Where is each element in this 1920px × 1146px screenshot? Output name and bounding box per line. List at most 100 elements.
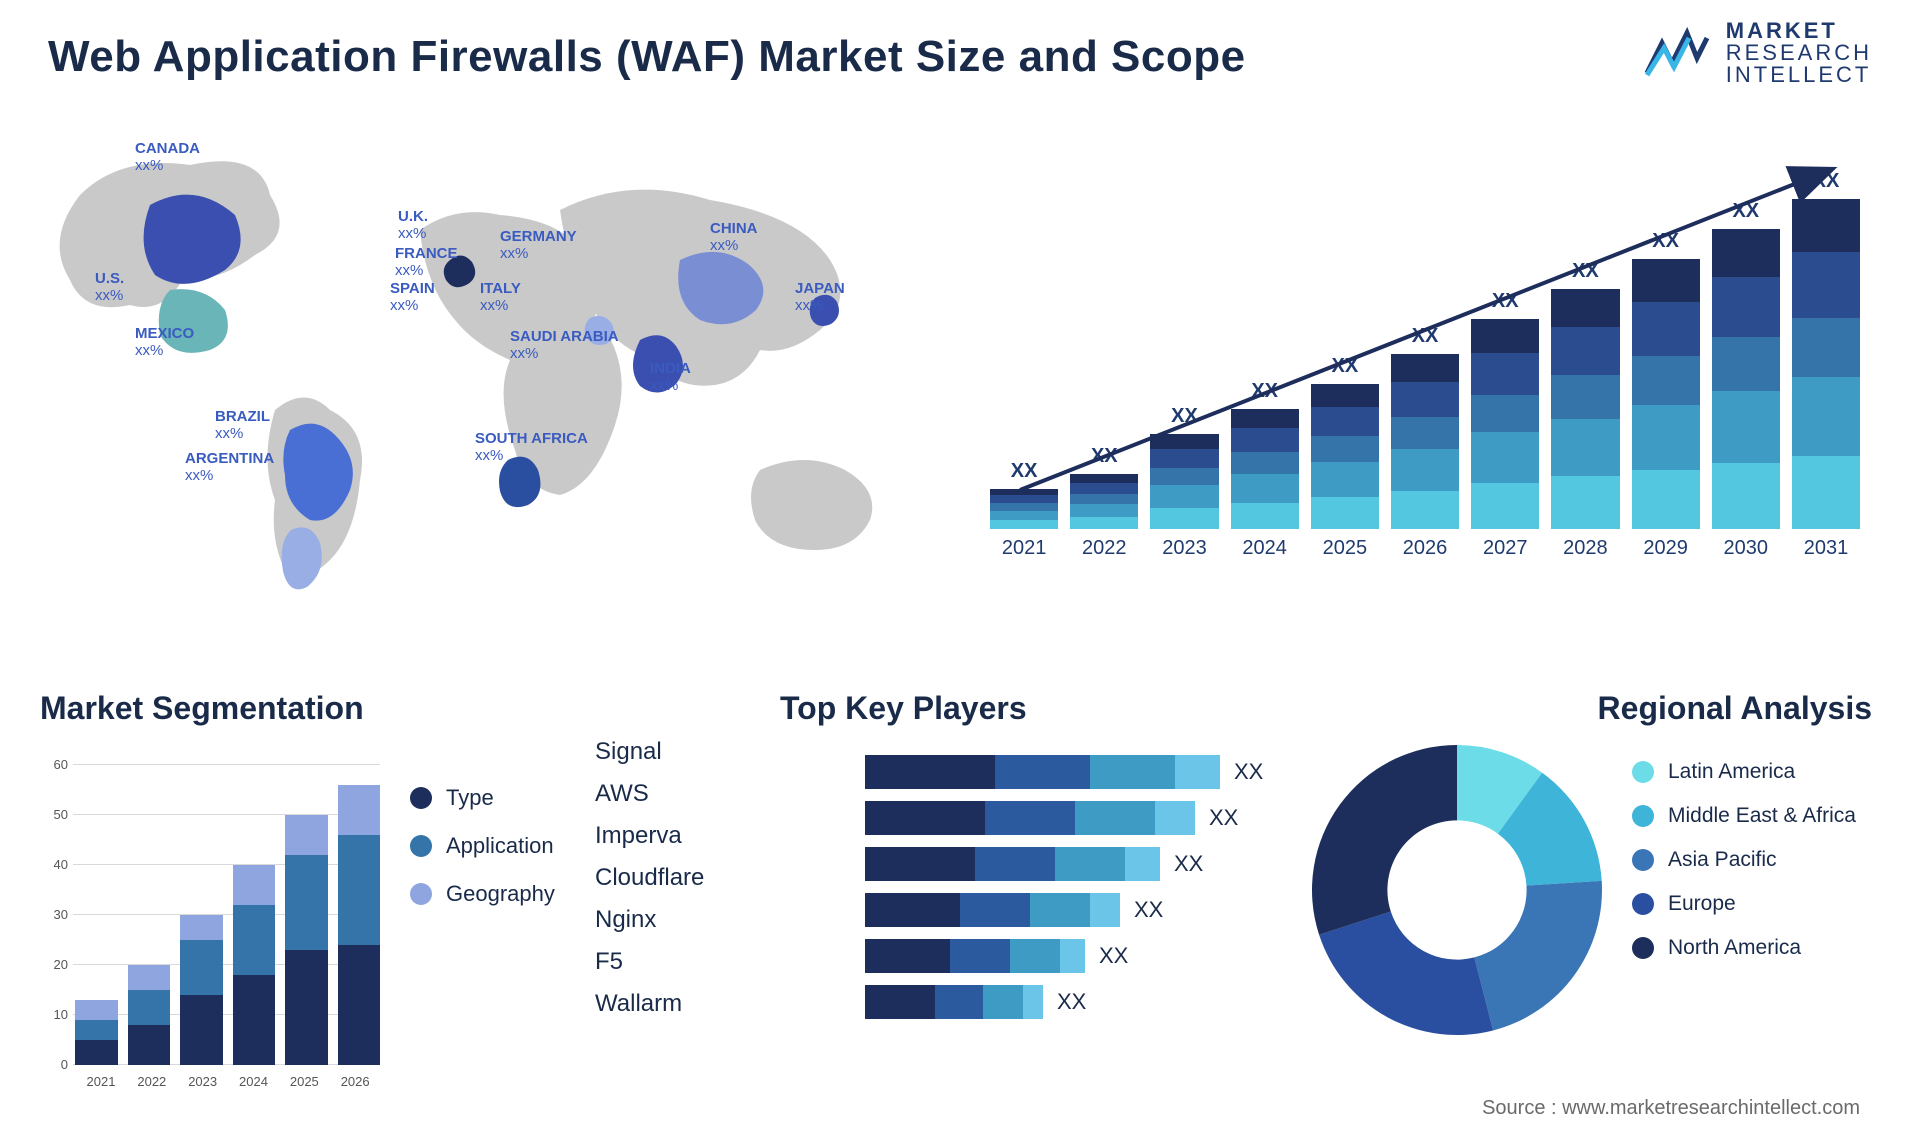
- seg-ytick: 50: [40, 807, 68, 822]
- player-name: Cloudflare: [595, 864, 760, 892]
- map-label: SPAINxx%: [390, 280, 435, 315]
- growth-year-label: 2023: [1162, 537, 1207, 560]
- growth-year-label: 2030: [1724, 537, 1769, 560]
- map-label: ARGENTINAxx%: [185, 450, 274, 485]
- growth-bar: XX 2021: [990, 460, 1058, 560]
- growth-year-label: 2026: [1403, 537, 1448, 560]
- map-label: SAUDI ARABIAxx%: [510, 328, 619, 363]
- map-label: GERMANYxx%: [500, 228, 577, 263]
- growth-bar-value: XX: [1171, 405, 1198, 428]
- seg-legend-item: Geography: [410, 881, 555, 907]
- growth-year-label: 2028: [1563, 537, 1608, 560]
- player-name: Nginx: [595, 906, 760, 934]
- player-name: Signal: [595, 738, 760, 766]
- map-label: SOUTH AFRICAxx%: [475, 430, 588, 465]
- player-bar-value: XX: [1057, 989, 1086, 1015]
- map-label: U.K.xx%: [398, 208, 428, 243]
- player-bar-value: XX: [1099, 943, 1128, 969]
- growth-bar-value: XX: [1813, 170, 1840, 193]
- regional-legend: Latin America Middle East & Africa Asia Pa…: [1632, 760, 1856, 960]
- growth-bar: XX 2024: [1231, 380, 1299, 560]
- map-label: CHINAxx%: [710, 220, 758, 255]
- regional-legend-item: Asia Pacific: [1632, 848, 1856, 872]
- growth-year-label: 2031: [1804, 537, 1849, 560]
- regional-legend-item: Middle East & Africa: [1632, 804, 1856, 828]
- growth-bar-value: XX: [1492, 290, 1519, 313]
- growth-year-label: 2025: [1323, 537, 1368, 560]
- growth-bar: XX2022: [1070, 445, 1138, 560]
- map-label: BRAZILxx%: [215, 408, 270, 443]
- player-bar-row: XX: [865, 893, 1350, 927]
- player-bar-row: XX: [865, 847, 1350, 881]
- seg-bar: [180, 915, 223, 1065]
- map-label: CANADAxx%: [135, 140, 200, 175]
- growth-year-label: 2021: [1002, 537, 1047, 560]
- seg-year-label: 2025: [280, 1074, 328, 1089]
- page-title: Web Application Firewalls (WAF) Market S…: [48, 32, 1246, 82]
- seg-bar: [233, 865, 276, 1065]
- seg-year-label: 2026: [331, 1074, 379, 1089]
- segmentation-section: Market Segmentation 01020304050602021202…: [40, 690, 680, 727]
- growth-bar-value: XX: [1251, 380, 1278, 403]
- growth-bar: XX2026: [1391, 325, 1459, 560]
- seg-year-label: 2024: [230, 1074, 278, 1089]
- world-map-svg: [40, 130, 940, 650]
- players-section: Top Key Players XXXXXXXXXXXX: [780, 690, 1350, 727]
- seg-ytick: 30: [40, 907, 68, 922]
- seg-ytick: 40: [40, 857, 68, 872]
- logo-swoosh-icon: [1642, 23, 1712, 83]
- source-attribution: Source : www.marketresearchintellect.com: [1482, 1097, 1860, 1120]
- player-bar-value: XX: [1209, 805, 1238, 831]
- growth-bar: XX 2023: [1150, 405, 1218, 560]
- logo-line1: MARKET: [1726, 20, 1872, 42]
- players-name-list: SignalAWSImpervaCloudflareNginxF5Wallarm: [595, 738, 760, 1018]
- growth-year-label: 2029: [1643, 537, 1688, 560]
- growth-year-label: 2027: [1483, 537, 1528, 560]
- segmentation-chart: 0102030405060202120222023202420252026: [40, 750, 380, 1095]
- seg-year-label: 2023: [179, 1074, 227, 1089]
- player-name: Imperva: [595, 822, 760, 850]
- map-label: FRANCExx%: [395, 245, 458, 280]
- map-label: MEXICOxx%: [135, 325, 194, 360]
- growth-bar-value: XX: [1652, 230, 1679, 253]
- players-title: Top Key Players: [780, 690, 1350, 727]
- growth-bar: XX 2027: [1471, 290, 1539, 560]
- growth-bar: XX2025: [1311, 355, 1379, 560]
- map-label: ITALYxx%: [480, 280, 521, 315]
- seg-ytick: 10: [40, 1007, 68, 1022]
- growth-bar-value: XX: [1091, 445, 1118, 468]
- regional-title: Regional Analysis: [1312, 690, 1872, 727]
- player-bar-row: XX: [865, 801, 1350, 835]
- regional-legend-item: North America: [1632, 936, 1856, 960]
- player-bar-row: XX: [865, 985, 1350, 1019]
- player-name: AWS: [595, 780, 760, 808]
- seg-bar: [338, 785, 381, 1065]
- regional-section: Regional Analysis Latin AmericaMiddle Ea…: [1312, 690, 1872, 727]
- growth-bar-value: XX: [1732, 200, 1759, 223]
- regional-legend-item: Latin America: [1632, 760, 1856, 784]
- seg-legend-item: Type: [410, 785, 555, 811]
- seg-year-label: 2021: [77, 1074, 125, 1089]
- player-name: F5: [595, 948, 760, 976]
- growth-bar-value: XX: [1572, 260, 1599, 283]
- growth-bar-chart: XX2021XX2022XX2023XX2024XX2025XX2026XX20…: [990, 150, 1860, 600]
- regional-donut-chart: [1312, 745, 1602, 1035]
- logo-line2: RESEARCH: [1726, 42, 1872, 64]
- logo-line3: INTELLECT: [1726, 64, 1872, 86]
- seg-year-label: 2022: [128, 1074, 176, 1089]
- growth-bar-value: XX: [1011, 460, 1038, 483]
- growth-bar: XX 2030: [1712, 200, 1780, 560]
- seg-bar: [75, 1000, 118, 1065]
- map-label: INDIAxx%: [650, 360, 691, 395]
- map-label: JAPANxx%: [795, 280, 845, 315]
- seg-ytick: 20: [40, 957, 68, 972]
- growth-year-label: 2024: [1242, 537, 1287, 560]
- seg-ytick: 60: [40, 757, 68, 772]
- brand-logo: MARKET RESEARCH INTELLECT: [1642, 20, 1872, 86]
- seg-legend-item: Application: [410, 833, 555, 859]
- regional-legend-item: Europe: [1632, 892, 1856, 916]
- map-label: U.S.xx%: [95, 270, 124, 305]
- segmentation-legend: Type Application Geography: [410, 785, 555, 907]
- seg-bar: [285, 815, 328, 1065]
- player-bar-row: XX: [865, 939, 1350, 973]
